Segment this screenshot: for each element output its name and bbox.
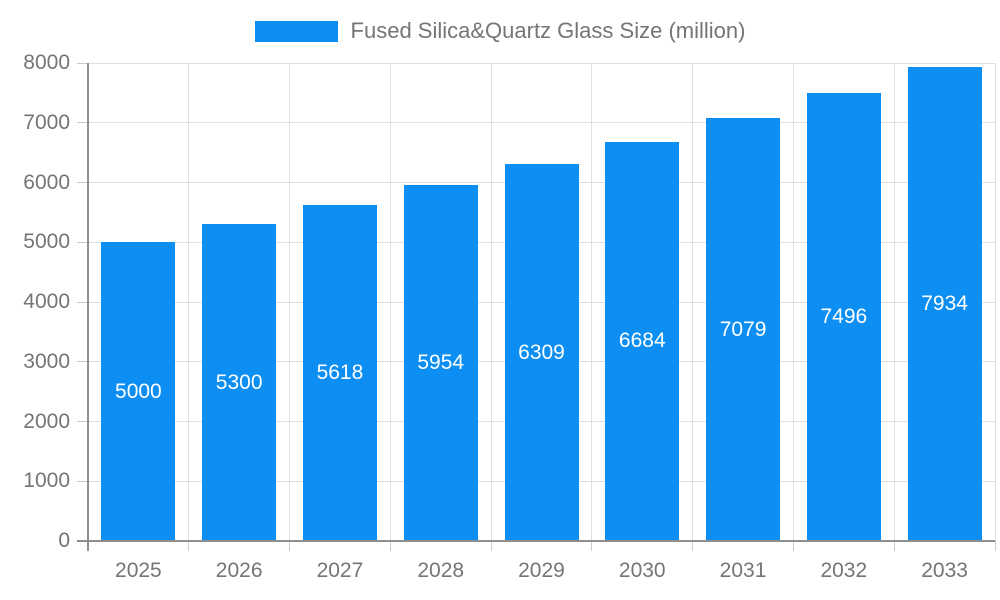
x-axis-tick-label: 2033 bbox=[921, 559, 968, 582]
y-axis-tick bbox=[77, 122, 88, 124]
bar-2028[interactable]: 5954 bbox=[403, 185, 478, 541]
gridline-vertical bbox=[692, 63, 694, 541]
legend-swatch bbox=[254, 20, 338, 42]
y-axis-tick-label: 4000 bbox=[23, 290, 70, 313]
bar-2031[interactable]: 7079 bbox=[706, 118, 781, 541]
bar-2027[interactable]: 5618 bbox=[302, 205, 377, 541]
y-axis-tick-label: 0 bbox=[58, 529, 70, 552]
x-axis-tick-label: 2026 bbox=[215, 559, 263, 582]
y-axis-tick bbox=[77, 241, 88, 243]
bar-value-label: 5954 bbox=[417, 351, 465, 375]
y-axis-line bbox=[87, 63, 89, 551]
bar-2029[interactable]: 6309 bbox=[504, 164, 579, 541]
bar-2030[interactable]: 6684 bbox=[605, 141, 680, 541]
gridline-horizontal bbox=[88, 122, 995, 124]
bar-value-label: 7079 bbox=[719, 317, 767, 341]
bar-2032[interactable]: 7496 bbox=[806, 93, 881, 541]
x-axis-tick-label: 2029 bbox=[518, 559, 565, 582]
x-axis-tick bbox=[389, 541, 391, 551]
bar-value-label: 5300 bbox=[215, 370, 263, 394]
y-axis-tick bbox=[77, 361, 88, 363]
y-axis-tick bbox=[77, 182, 88, 183]
y-axis-tick-label: 7000 bbox=[23, 110, 70, 134]
gridline-vertical bbox=[893, 63, 895, 541]
bar-value-label: 7496 bbox=[820, 305, 868, 329]
bar-2033[interactable]: 7934 bbox=[907, 66, 982, 541]
x-axis-tick-label: 2028 bbox=[417, 559, 465, 582]
y-axis-tick-label: 1000 bbox=[23, 469, 70, 493]
gridline-vertical bbox=[994, 63, 996, 541]
legend-label: Fused Silica&Quartz Glass Size (million) bbox=[350, 18, 746, 43]
y-axis-tick-label: 5000 bbox=[23, 230, 70, 254]
x-axis-tick-label: 2027 bbox=[316, 559, 364, 582]
x-axis-tick bbox=[994, 541, 996, 551]
gridline-vertical bbox=[591, 63, 593, 541]
gridline-vertical bbox=[389, 63, 391, 541]
x-axis-tick-label: 2030 bbox=[618, 559, 666, 582]
x-axis-tick bbox=[893, 541, 895, 551]
bar-value-label: 7934 bbox=[921, 291, 968, 315]
y-axis-tick bbox=[77, 62, 88, 64]
gridline-vertical bbox=[188, 63, 190, 541]
x-axis-tick-label: 2031 bbox=[719, 559, 767, 582]
gridline-horizontal bbox=[88, 62, 995, 64]
x-axis-tick-label: 2032 bbox=[820, 559, 868, 582]
bar-2025[interactable]: 5000 bbox=[101, 242, 176, 541]
x-axis-tick bbox=[490, 541, 492, 551]
y-axis-tick bbox=[77, 480, 88, 482]
gridline-vertical bbox=[289, 63, 291, 541]
y-axis-tick-label: 6000 bbox=[23, 170, 70, 194]
gridline-vertical bbox=[490, 63, 492, 541]
x-axis-tick bbox=[591, 541, 593, 551]
bar-value-label: 5000 bbox=[115, 379, 162, 403]
x-axis-tick bbox=[188, 541, 190, 551]
legend-item[interactable]: Fused Silica&Quartz Glass Size (million) bbox=[254, 18, 746, 44]
y-axis-tick-label: 8000 bbox=[23, 51, 70, 74]
x-axis-tick bbox=[792, 541, 794, 551]
bar-2026[interactable]: 5300 bbox=[202, 224, 277, 541]
bar-value-label: 6684 bbox=[618, 329, 666, 353]
bar-value-label: 5618 bbox=[316, 361, 364, 385]
x-axis-tick bbox=[692, 541, 694, 551]
y-axis-tick-label: 3000 bbox=[23, 349, 70, 373]
y-axis-tick bbox=[77, 421, 88, 422]
y-axis-tick bbox=[77, 301, 88, 303]
x-axis-line bbox=[77, 540, 995, 542]
bar-value-label: 6309 bbox=[518, 340, 565, 364]
gridline-vertical bbox=[792, 63, 794, 541]
legend: Fused Silica&Quartz Glass Size (million) bbox=[0, 18, 1000, 44]
y-axis-tick-label: 2000 bbox=[23, 409, 70, 433]
x-axis-tick-label: 2025 bbox=[115, 559, 162, 582]
x-axis-tick bbox=[289, 541, 291, 551]
